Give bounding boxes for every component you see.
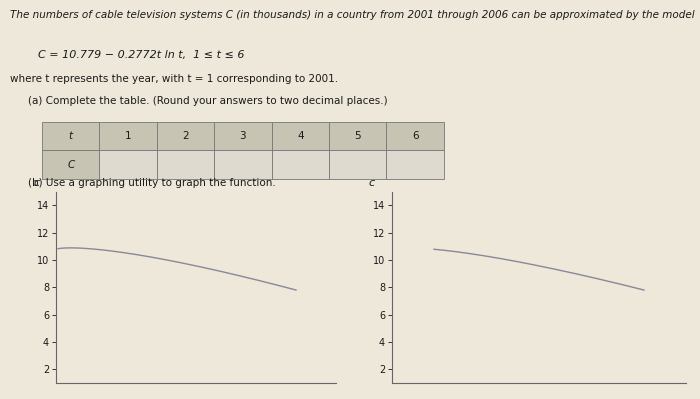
Bar	[214, 122, 272, 150]
Bar	[386, 122, 444, 150]
Text: c: c	[368, 178, 374, 188]
Bar	[386, 150, 444, 179]
Bar	[42, 122, 99, 150]
Text: 5: 5	[354, 131, 361, 141]
Text: C: C	[67, 160, 74, 170]
Text: t: t	[69, 131, 73, 141]
Bar	[157, 150, 214, 179]
Text: The numbers of cable television systems C (in thousands) in a country from 2001 : The numbers of cable television systems …	[10, 10, 695, 20]
Text: 6: 6	[412, 131, 419, 141]
Bar	[329, 150, 386, 179]
Bar	[272, 122, 329, 150]
Text: c: c	[34, 178, 40, 188]
Bar	[157, 122, 214, 150]
Text: 3: 3	[239, 131, 246, 141]
Text: where t represents the year, with t = 1 corresponding to 2001.: where t represents the year, with t = 1 …	[10, 74, 339, 84]
Text: 2: 2	[182, 131, 189, 141]
Bar	[272, 150, 329, 179]
Bar	[329, 122, 386, 150]
Text: 1: 1	[125, 131, 132, 141]
Bar	[99, 150, 157, 179]
Text: 4: 4	[297, 131, 304, 141]
Text: C = 10.779 − 0.2772t ln t,  1 ≤ t ≤ 6: C = 10.779 − 0.2772t ln t, 1 ≤ t ≤ 6	[38, 50, 245, 60]
Bar	[42, 150, 99, 179]
Text: (a) Complete the table. (Round your answers to two decimal places.): (a) Complete the table. (Round your answ…	[28, 96, 388, 106]
Text: (b) Use a graphing utility to graph the function.: (b) Use a graphing utility to graph the …	[28, 178, 276, 188]
Bar	[214, 150, 272, 179]
Bar	[99, 122, 157, 150]
